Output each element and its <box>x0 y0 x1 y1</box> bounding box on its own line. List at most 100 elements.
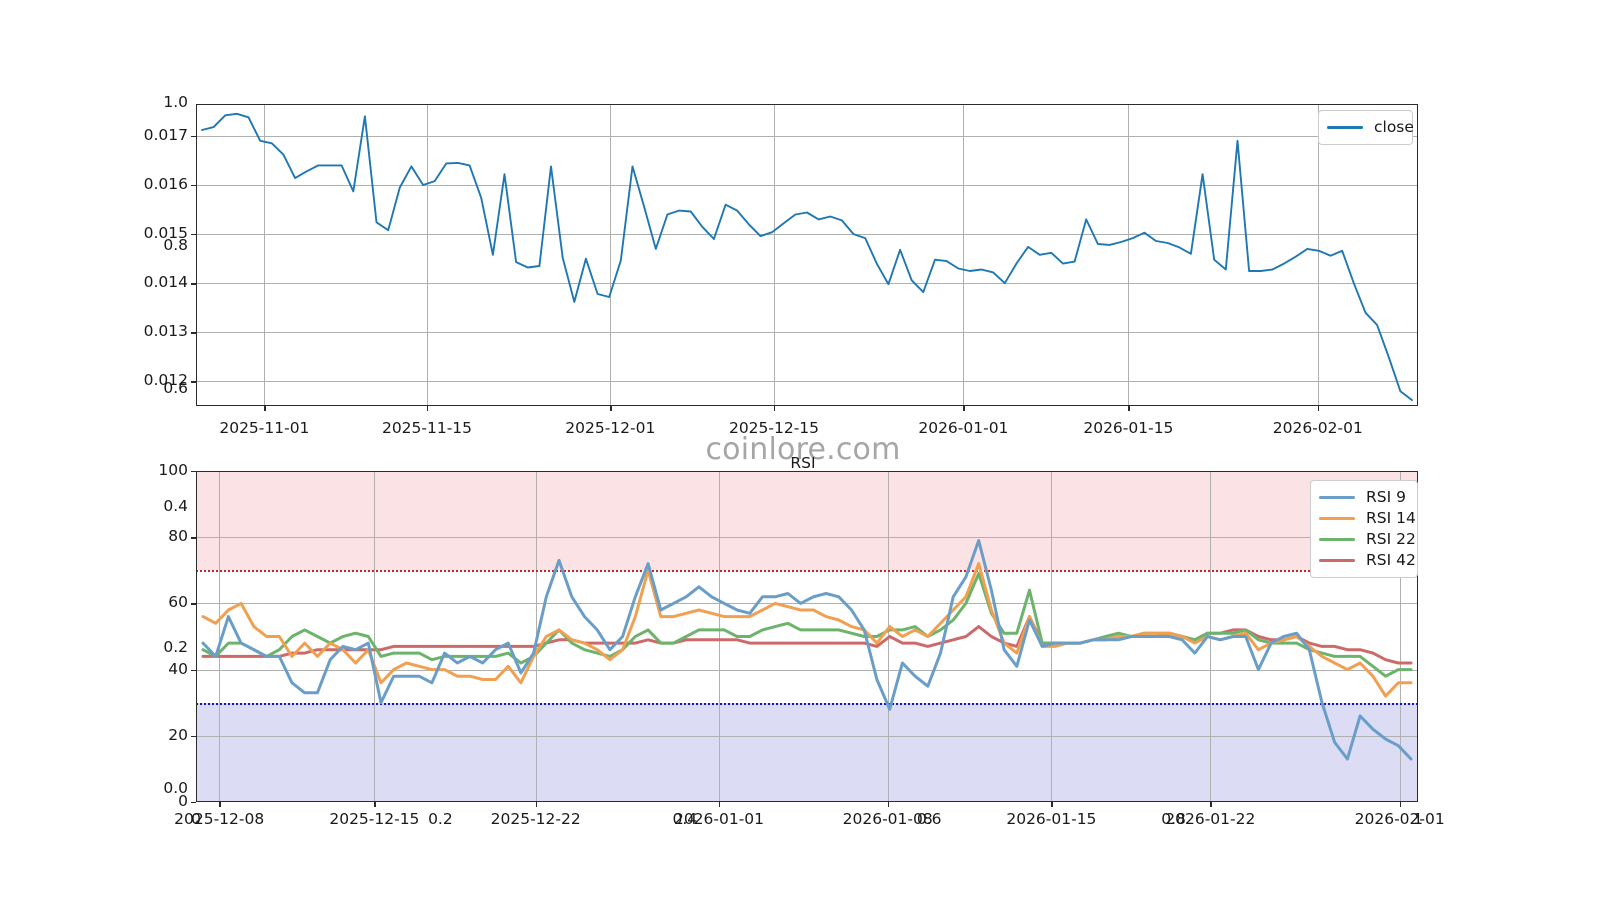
rsi-x-tick <box>1051 802 1053 807</box>
price-gridline-h <box>196 381 1418 383</box>
rsi-legend-item[interactable]: RSI 14 <box>1319 508 1416 529</box>
price-y-tick-label: 0.015 <box>143 224 188 243</box>
rsi-x-tick <box>887 802 890 807</box>
rsi-x-tick-label: 2026-01-15 <box>1006 810 1097 828</box>
rsi-secondary-x-tick-label: 0.4 <box>672 810 698 828</box>
price-x-tick <box>774 406 776 411</box>
rsi-secondary-x-tick-label: 0.2 <box>428 810 453 828</box>
price-legend-item[interactable]: close <box>1327 117 1414 138</box>
rsi-gridline-h <box>196 603 1418 605</box>
price-gridline-v <box>610 104 612 406</box>
rsi-y-tick-label: 40 <box>168 659 188 678</box>
price-gridline-h <box>196 135 1418 137</box>
rsi-y-tick <box>191 802 196 804</box>
rsi-legend-item[interactable]: RSI 22 <box>1319 529 1416 550</box>
rsi-zone-band <box>196 702 1418 802</box>
rsi-x-tick-label: 2026-01-08 <box>842 810 933 828</box>
price-gridline-h <box>196 185 1418 186</box>
rsi-x-tick <box>719 802 721 807</box>
rsi-x-tick <box>1210 802 1212 807</box>
rsi-x-tick <box>535 802 538 807</box>
rsi-line-rsi-22 <box>201 572 1413 678</box>
rsi-legend-label: RSI 22 <box>1366 529 1416 548</box>
price-y-tick-label: 0.014 <box>143 273 188 292</box>
rsi-legend-label: RSI 42 <box>1366 550 1416 569</box>
price-y-tick <box>191 381 196 383</box>
price-plot-area <box>196 104 1418 406</box>
rsi-y-tick-label: 80 <box>168 527 188 546</box>
watermark: coinlore.com <box>705 432 901 467</box>
rsi-legend-item[interactable]: RSI 9 <box>1319 487 1407 508</box>
price-line-close <box>201 112 1413 402</box>
price-x-tick <box>264 406 266 411</box>
rsi-lines-group <box>201 539 1413 761</box>
rsi-x-tick-label: 2025-12-08 <box>174 810 265 828</box>
rsi-secondary-y-tick-label: 0.0 <box>163 779 188 797</box>
price-x-tick <box>963 406 965 411</box>
rsi-x-tick-label: 2026-01-01 <box>673 810 765 828</box>
rsi-y-tick <box>191 603 196 605</box>
rsi-x-tick-label: 2026-02-01 <box>1354 810 1445 828</box>
rsi-threshold-line <box>196 570 1418 573</box>
price-x-tick-label: 2025-11-15 <box>381 419 473 437</box>
price-gridline-v <box>963 104 965 406</box>
rsi-y-tick-label: 100 <box>158 461 188 479</box>
rsi-secondary-y-tick-label: 0.2 <box>163 638 188 656</box>
price-y-tick-label: 0.016 <box>143 175 188 193</box>
price-x-tick-label: 2026-01-15 <box>1083 419 1174 437</box>
rsi-legend[interactable]: RSI 9 RSI 14 RSI 22 RSI 42 <box>1310 480 1418 578</box>
rsi-y-tick-label: 20 <box>168 725 188 744</box>
legend-color-swatch <box>1319 516 1355 521</box>
rsi-secondary-x-tick-label: 1 <box>1413 810 1423 828</box>
rsi-x-tick-label: 2025-12-22 <box>490 810 581 828</box>
price-gridline-h <box>196 234 1418 236</box>
rsi-y-tick-label: 60 <box>168 593 188 612</box>
rsi-legend-label: RSI 9 <box>1366 487 1406 506</box>
price-y-tick <box>191 332 196 334</box>
rsi-x-tick <box>374 802 376 807</box>
rsi-secondary-x-tick-label: 0.6 <box>916 810 942 828</box>
price-chart-panel <box>196 104 1418 406</box>
rsi-secondary-y-tick-label: 0.4 <box>163 497 188 515</box>
price-gridline-h <box>196 332 1418 334</box>
price-legend[interactable]: close <box>1318 110 1414 145</box>
rsi-gridline-v <box>1399 471 1401 802</box>
price-y-tick-label: 0.013 <box>143 322 188 341</box>
rsi-line-rsi-9 <box>201 539 1413 761</box>
rsi-legend-label: RSI 14 <box>1366 508 1416 527</box>
price-x-tick-label: 2026-02-01 <box>1272 419 1363 437</box>
rsi-gridline-h <box>196 735 1418 737</box>
rsi-gridline-v <box>374 471 376 802</box>
rsi-y-tick <box>191 735 196 738</box>
rsi-panel-title: RSI <box>790 454 816 472</box>
price-y-tick <box>191 185 196 187</box>
rsi-x-tick <box>219 802 221 807</box>
rsi-axes-frame <box>196 471 1418 802</box>
price-x-tick-label: 2025-11-01 <box>219 419 310 437</box>
price-gridline-h <box>196 283 1418 285</box>
rsi-gridline-v <box>1051 471 1053 802</box>
price-x-tick <box>427 406 429 411</box>
price-legend-label: close <box>1374 117 1414 136</box>
rsi-legend-item[interactable]: RSI 42 <box>1319 550 1416 571</box>
rsi-gridline-v <box>719 471 720 802</box>
price-x-tick-label: 2025-12-15 <box>728 419 820 437</box>
rsi-secondary-x-tick-label: 0 <box>191 810 201 828</box>
price-axes-frame <box>196 104 1418 406</box>
rsi-chart-panel <box>196 471 1418 802</box>
price-gridline-v <box>427 104 428 406</box>
price-secondary-y-tick-label: 1.0 <box>163 93 188 111</box>
price-x-tick <box>1317 406 1320 411</box>
rsi-y-tick <box>191 471 196 473</box>
legend-color-swatch <box>1319 558 1355 563</box>
price-secondary-y-tick-label: 0.8 <box>163 236 188 255</box>
legend-color-swatch <box>1319 495 1355 500</box>
price-y-tick <box>191 283 196 285</box>
legend-color-swatch <box>1319 537 1355 542</box>
rsi-zone-band <box>196 471 1418 571</box>
price-y-tick <box>191 135 196 138</box>
price-gridline-v <box>774 104 775 406</box>
price-x-tick <box>610 406 612 411</box>
rsi-y-tick <box>191 669 196 671</box>
price-x-tick-label: 2025-12-01 <box>565 419 656 437</box>
